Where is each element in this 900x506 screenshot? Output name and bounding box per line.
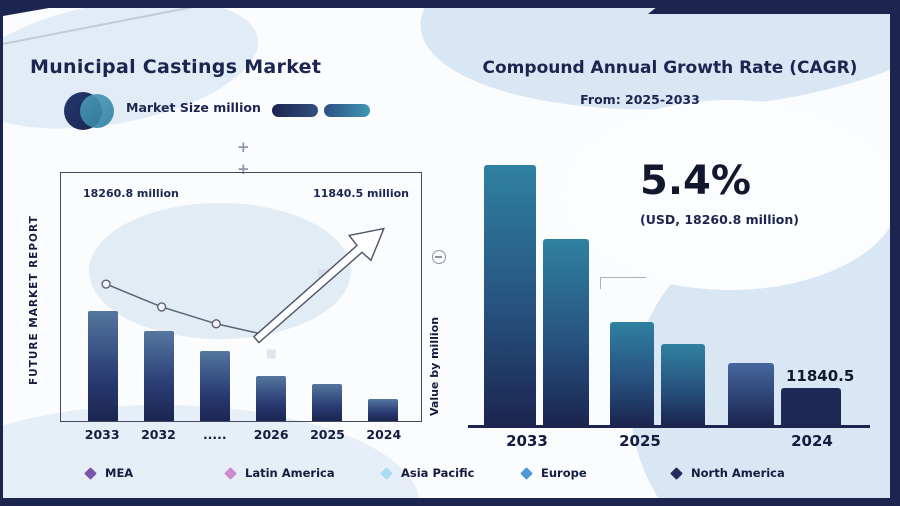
frame-top-left-wedge: [3, 8, 49, 16]
plus-mark: +: [237, 138, 250, 156]
legend-item-europe: Europe: [520, 466, 672, 480]
plus-mark: +: [237, 160, 250, 178]
legend-label: MEA: [105, 466, 134, 480]
right-x-label-2024: 2024: [791, 432, 833, 450]
bar-group-2024: [728, 363, 841, 425]
left-bar-2026: [256, 376, 286, 421]
legend-label: Europe: [541, 466, 587, 480]
market-size-chart: 18260.8 million 11840.5 million: [60, 172, 422, 422]
legend-diamond-icon: [670, 466, 683, 480]
left-x-label: 2033: [84, 427, 120, 442]
frame-left: [0, 0, 3, 506]
right-bar-2024-1: [728, 363, 774, 425]
x-axis-baseline: [468, 425, 870, 428]
left-bar-2033: [88, 311, 118, 421]
icon-circle-teal: [80, 94, 114, 128]
frame-right: [890, 0, 900, 506]
left-bar-2024: [368, 399, 398, 421]
left-x-axis-labels: 2033 2032..... 2026 2025 2024: [74, 427, 412, 442]
right-bar-2025-2: [661, 344, 705, 425]
left-x-label: 2032: [141, 427, 176, 442]
left-bar-2025: [312, 384, 342, 421]
cagr-period: From: 2025-2033: [580, 92, 700, 107]
left-x-label: 2025: [310, 427, 345, 442]
legend-item-asia-pacific: Asia Pacific: [380, 466, 522, 480]
bar-group-2025: [610, 322, 705, 425]
legend-diamond-icon: [380, 466, 393, 480]
left-bar-2032: [144, 331, 174, 421]
legend-label: Asia Pacific: [401, 466, 475, 480]
value-callout: 11840.5: [786, 367, 855, 385]
legend-label: North America: [691, 466, 785, 480]
right-x-label-2025: 2025: [619, 432, 661, 450]
cagr-note: (USD, 18260.8 million): [640, 212, 799, 227]
callout-bracket: [600, 277, 646, 289]
decor-pill-teal: [324, 104, 370, 117]
minus-circle-icon: [432, 250, 446, 264]
min-value-label: 11840.5 million: [313, 187, 409, 200]
trend-line-arrow: [101, 227, 385, 359]
left-bar-series: [75, 181, 411, 421]
y-axis-label: Value by million: [428, 316, 441, 416]
legend-diamond-icon: [84, 466, 97, 480]
right-bar-2033-2: [543, 239, 589, 425]
right-bar-2024-2: [781, 388, 841, 425]
cagr-bar-chart: [468, 145, 870, 428]
cagr-value: 5.4%: [640, 158, 751, 204]
market-size-label: Market Size million: [126, 100, 261, 115]
frame-top: [0, 0, 900, 8]
legend-diamond-icon: [520, 466, 533, 480]
decor-white-ellipse: [560, 100, 900, 290]
market-size-icon: [64, 92, 122, 130]
bar-group-2033: [484, 165, 589, 425]
left-x-label: .....: [202, 427, 227, 442]
left-bar-.....: [200, 351, 230, 421]
cagr-title: Compound Annual Growth Rate (CAGR): [482, 58, 858, 78]
max-value-label: 18260.8 million: [83, 187, 179, 200]
legend-item-mea: MEA: [84, 466, 226, 480]
page-title: Municipal Castings Market: [30, 56, 322, 78]
frame-top-right: [648, 0, 900, 14]
legend-label: Latin America: [245, 466, 335, 480]
chart-background-blob: [89, 203, 351, 339]
right-x-label-2033: 2033: [506, 432, 548, 450]
vertical-watermark: FUTURE MARKET REPORT: [28, 215, 40, 385]
legend-diamond-icon: [224, 466, 237, 480]
legend-item-north-america: North America: [670, 466, 822, 480]
decor-pill-navy: [272, 104, 318, 117]
legend-item-latin-america: Latin America: [224, 466, 382, 480]
left-x-label: 2026: [253, 427, 289, 442]
frame-bottom: [0, 498, 900, 506]
region-legend: MEA Latin America Asia Pacific Europe North …: [84, 466, 822, 480]
left-x-label: 2024: [366, 427, 402, 442]
right-bar-2033-1: [484, 165, 536, 425]
right-bar-2025-1: [610, 322, 654, 425]
